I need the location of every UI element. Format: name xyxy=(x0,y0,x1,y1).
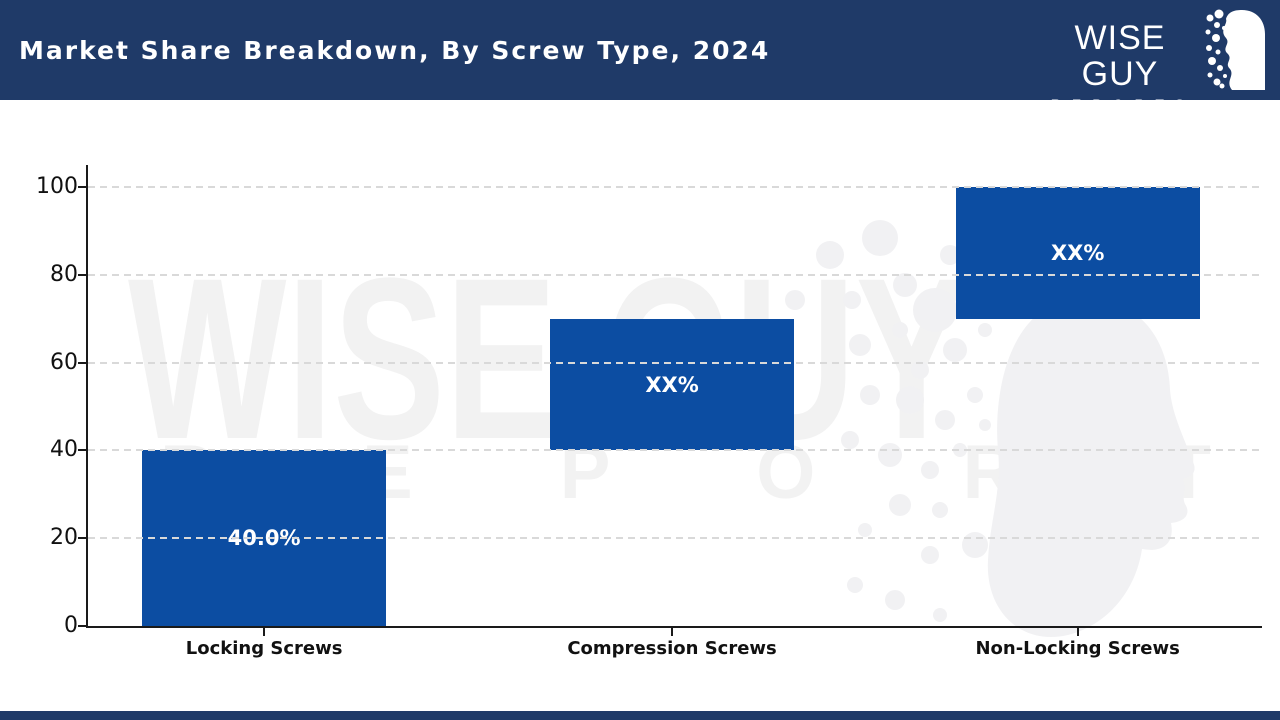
logo-text: WISE GUY REPORTS xyxy=(1031,20,1209,114)
header-bar: Market Share Breakdown, By Screw Type, 2… xyxy=(0,0,1280,112)
x-category-label: Compression Screws xyxy=(567,638,777,659)
x-tick xyxy=(1076,628,1079,636)
y-tick-label: 0 xyxy=(64,613,78,638)
y-gridline xyxy=(88,361,1262,364)
bar-value-label: XX% xyxy=(645,372,699,397)
y-tick xyxy=(78,361,86,364)
x-category-label: Non-Locking Screws xyxy=(975,638,1180,659)
logo-wordmark: WISE GUY xyxy=(1074,19,1166,93)
y-gridline xyxy=(88,273,1262,276)
y-tick-label: 20 xyxy=(50,525,78,551)
bar-non-locking-screws: XX% xyxy=(955,187,1200,319)
y-tick-label: 100 xyxy=(36,174,78,199)
y-tick xyxy=(78,273,86,276)
y-tick-label: 60 xyxy=(50,349,78,375)
logo-subtitle: REPORTS xyxy=(1050,96,1196,112)
y-tick-label: 40 xyxy=(50,437,78,463)
y-gridline xyxy=(88,186,1262,188)
wise-guy-logo: WISE GUY REPORTS xyxy=(1031,8,1266,112)
y-axis-line xyxy=(86,165,88,626)
y-tick xyxy=(78,625,86,627)
footer-bar xyxy=(0,711,1280,720)
y-gridline xyxy=(88,537,1262,540)
logo-face-icon xyxy=(1205,9,1265,90)
bar-value-label: XX% xyxy=(1050,240,1105,265)
x-axis-line xyxy=(86,626,1262,628)
bar-compression-screws: XX% xyxy=(550,318,795,451)
y-tick xyxy=(78,449,86,452)
y-tick-label: 80 xyxy=(50,261,78,287)
x-category-label: Locking Screws xyxy=(185,638,343,659)
watermark-face-icon xyxy=(785,220,1195,637)
y-tick xyxy=(78,537,86,540)
x-tick xyxy=(263,628,266,636)
y-tick xyxy=(78,186,86,188)
x-tick xyxy=(671,628,674,636)
watermark-wordmark: WISE GUY xyxy=(128,230,968,487)
chart-title: Market Share Breakdown, By Screw Type, 2… xyxy=(19,35,771,65)
y-gridline xyxy=(88,449,1262,452)
